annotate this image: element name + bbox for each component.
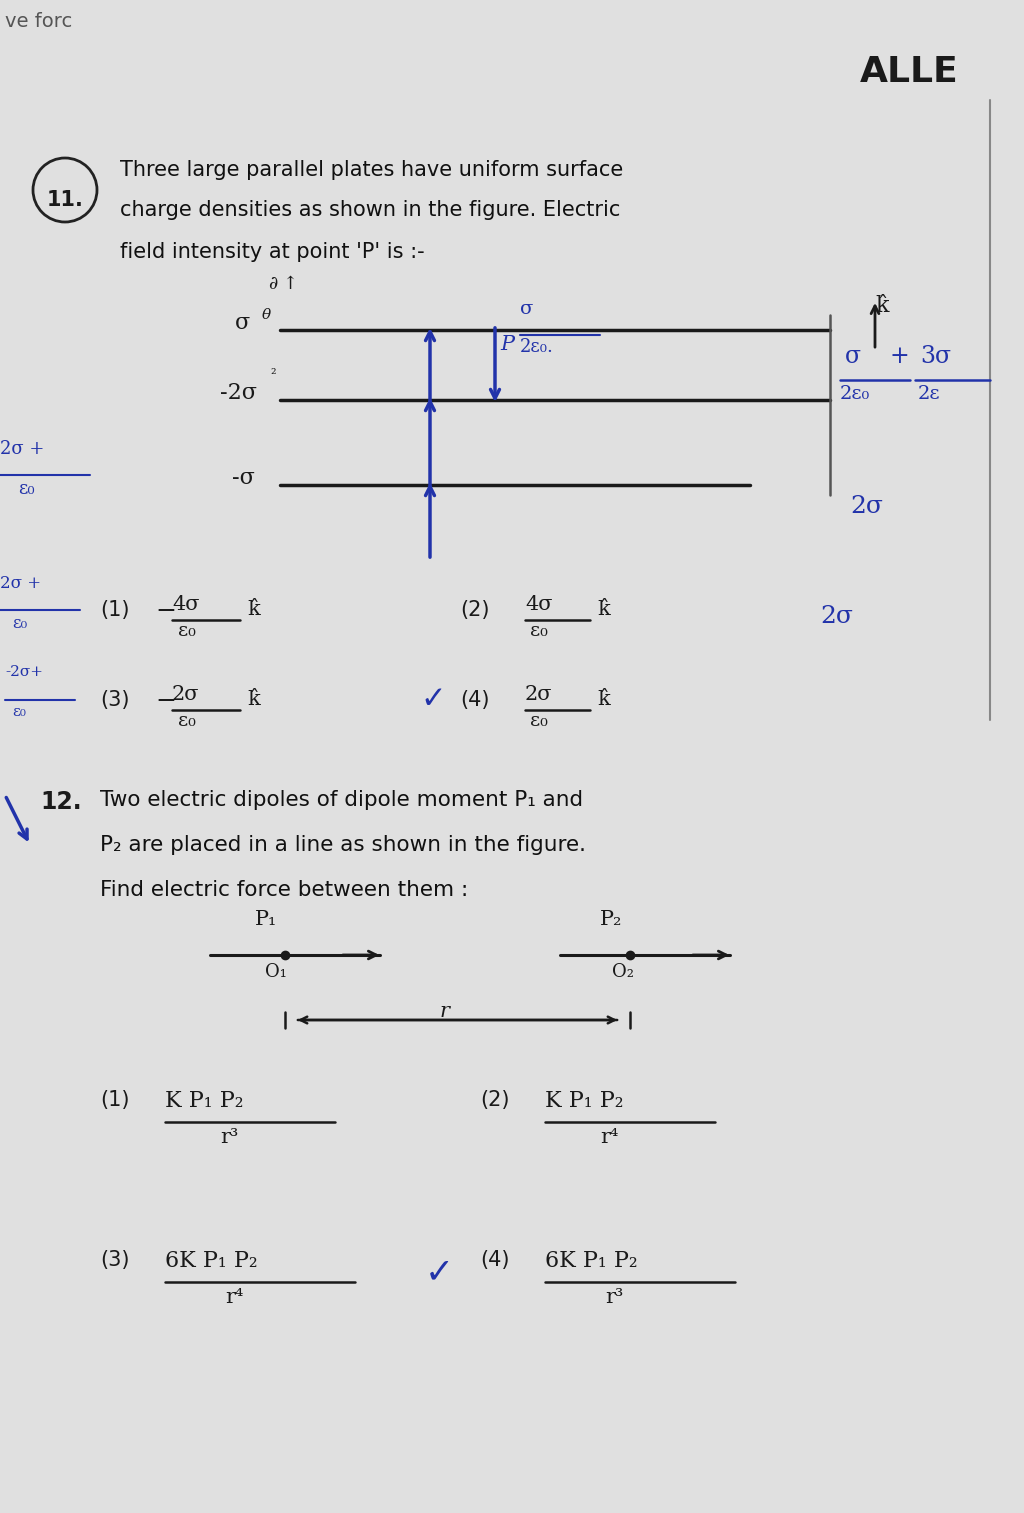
- Text: ²: ²: [270, 368, 275, 381]
- Text: r: r: [440, 1002, 450, 1021]
- Text: P: P: [500, 334, 514, 354]
- Text: k̂: k̂: [597, 690, 609, 710]
- Text: ε₀: ε₀: [178, 713, 196, 729]
- Text: ε₀: ε₀: [12, 705, 26, 719]
- Text: (3): (3): [100, 690, 129, 710]
- Text: field intensity at point 'P' is :-: field intensity at point 'P' is :-: [120, 242, 425, 262]
- Text: ε₀: ε₀: [178, 622, 196, 640]
- Text: (4): (4): [460, 690, 489, 710]
- Text: r³: r³: [605, 1288, 624, 1307]
- Text: -2σ+: -2σ+: [5, 666, 43, 679]
- Text: 2σ: 2σ: [820, 605, 853, 628]
- Text: ALLE: ALLE: [860, 54, 958, 89]
- Text: (4): (4): [480, 1250, 510, 1269]
- Text: P₁: P₁: [255, 909, 278, 929]
- Text: 4σ: 4σ: [525, 595, 553, 614]
- Text: (3): (3): [100, 1250, 129, 1269]
- Text: -σ: -σ: [232, 468, 255, 489]
- Text: −: −: [155, 690, 176, 713]
- Text: ↑: ↑: [282, 275, 297, 294]
- Text: σ: σ: [520, 300, 534, 318]
- Text: 12.: 12.: [40, 790, 82, 814]
- Text: -2σ: -2σ: [220, 381, 257, 404]
- Text: k̂: k̂: [247, 690, 260, 710]
- Text: r³: r³: [220, 1129, 239, 1147]
- Text: Find electric force between them :: Find electric force between them :: [100, 881, 468, 900]
- Text: (2): (2): [480, 1089, 510, 1111]
- Text: ∂: ∂: [268, 275, 278, 294]
- Text: O₁: O₁: [265, 962, 287, 980]
- Text: −: −: [155, 601, 176, 623]
- Text: 6K P₁ P₂: 6K P₁ P₂: [545, 1250, 638, 1272]
- Text: 2σ +: 2σ +: [0, 440, 44, 458]
- Text: +: +: [890, 345, 909, 368]
- Text: K P₁ P₂: K P₁ P₂: [165, 1089, 244, 1112]
- Text: charge densities as shown in the figure. Electric: charge densities as shown in the figure.…: [120, 200, 621, 219]
- Text: P₂: P₂: [600, 909, 623, 929]
- Text: σ: σ: [234, 312, 250, 334]
- Text: Three large parallel plates have uniform surface: Three large parallel plates have uniform…: [120, 160, 624, 180]
- Text: O₂: O₂: [612, 962, 634, 980]
- Text: 2σ: 2σ: [525, 685, 553, 704]
- Text: K P₁ P₂: K P₁ P₂: [545, 1089, 624, 1112]
- Text: ε₀: ε₀: [530, 713, 548, 729]
- Text: 6K P₁ P₂: 6K P₁ P₂: [165, 1250, 258, 1272]
- Text: (2): (2): [460, 601, 489, 620]
- Text: 2ε₀: 2ε₀: [840, 384, 870, 402]
- Text: k̂: k̂: [874, 295, 889, 318]
- Text: 2ε₀.: 2ε₀.: [520, 337, 554, 356]
- Text: (1): (1): [100, 1089, 129, 1111]
- Text: ε₀: ε₀: [18, 480, 35, 498]
- Text: 11.: 11.: [46, 191, 83, 210]
- Text: 2ε: 2ε: [918, 384, 940, 402]
- Text: θ: θ: [262, 309, 271, 322]
- Text: ve forc: ve forc: [5, 12, 73, 30]
- Text: k̂: k̂: [597, 601, 609, 619]
- Text: ε₀: ε₀: [530, 622, 548, 640]
- Text: σ: σ: [845, 345, 861, 368]
- Text: ✓: ✓: [425, 1254, 454, 1289]
- Text: k̂: k̂: [247, 601, 260, 619]
- Text: 2σ +: 2σ +: [0, 575, 41, 592]
- Text: r⁴: r⁴: [600, 1129, 618, 1147]
- Text: 2σ: 2σ: [172, 685, 200, 704]
- Text: 3σ: 3σ: [920, 345, 951, 368]
- Text: P₂ are placed in a line as shown in the figure.: P₂ are placed in a line as shown in the …: [100, 835, 586, 855]
- Text: 4σ: 4σ: [172, 595, 200, 614]
- Text: ε₀: ε₀: [12, 614, 27, 632]
- Text: ✓: ✓: [420, 685, 445, 714]
- Text: (1): (1): [100, 601, 129, 620]
- Text: Two electric dipoles of dipole moment P₁ and: Two electric dipoles of dipole moment P₁…: [100, 790, 583, 809]
- Text: 2σ: 2σ: [850, 495, 883, 517]
- Text: r⁴: r⁴: [225, 1288, 244, 1307]
